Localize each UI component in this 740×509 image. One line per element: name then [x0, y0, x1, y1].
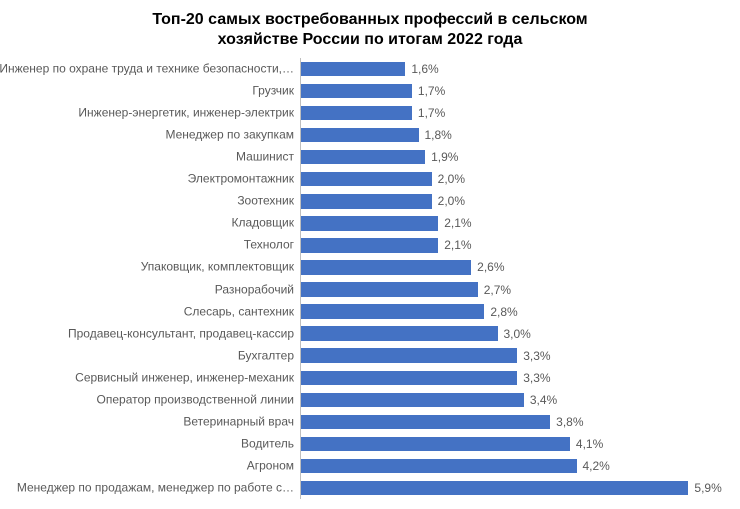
value-label: 3,8%: [550, 415, 583, 429]
bar: 3,3%: [300, 371, 517, 385]
value-label: 3,3%: [517, 371, 550, 385]
value-label: 1,6%: [405, 62, 438, 76]
category-label: Слесарь, сантехник: [184, 305, 300, 318]
category-label: Разнорабочий: [215, 283, 300, 296]
bar: 1,7%: [300, 106, 412, 120]
category-label: Машинист: [236, 151, 300, 164]
value-label: 1,9%: [425, 150, 458, 164]
bar: 4,2%: [300, 459, 577, 473]
category-label: Грузчик: [252, 84, 300, 97]
chart-title-line1: Топ-20 самых востребованных профессий в …: [152, 11, 587, 28]
category-label: Оператор производственной линии: [97, 393, 300, 406]
bar: 5,9%: [300, 481, 688, 495]
value-label: 4,1%: [570, 437, 603, 451]
bar-row: Сервисный инженер, инженер-механик3,3%: [300, 367, 730, 389]
category-label: Менеджер по закупкам: [165, 129, 300, 142]
chart-title-line2: хозяйстве России по итогам 2022 года: [218, 31, 523, 48]
category-label: Инженер-энергетик, инженер-электрик: [78, 107, 300, 120]
bar-row: Менеджер по закупкам1,8%: [300, 124, 730, 146]
value-label: 2,0%: [432, 194, 465, 208]
bar-row: Менеджер по продажам, менеджер по работе…: [300, 477, 730, 499]
category-label: Водитель: [241, 437, 300, 450]
bar-row: Зоотехник2,0%: [300, 190, 730, 212]
value-label: 5,9%: [688, 481, 721, 495]
bar-row: Упаковщик, комплектовщик2,6%: [300, 256, 730, 278]
bar-row: Продавец-консультант, продавец-кассир3,0…: [300, 323, 730, 345]
chart-title: Топ-20 самых востребованных профессий в …: [0, 10, 740, 50]
value-label: 1,7%: [412, 106, 445, 120]
category-label: Менеджер по продажам, менеджер по работе…: [17, 481, 300, 494]
bar: 3,3%: [300, 348, 517, 362]
value-label: 2,8%: [484, 305, 517, 319]
axis-baseline: [300, 58, 301, 499]
value-label: 3,0%: [498, 327, 531, 341]
value-label: 3,4%: [524, 393, 557, 407]
bar: 1,7%: [300, 84, 412, 98]
bar: 1,9%: [300, 150, 425, 164]
bar: 3,8%: [300, 415, 550, 429]
bar-row: Водитель4,1%: [300, 433, 730, 455]
bar-row: Агроном4,2%: [300, 455, 730, 477]
category-label: Зоотехник: [237, 195, 300, 208]
category-label: Упаковщик, комплектовщик: [141, 261, 300, 274]
bar: 1,6%: [300, 62, 405, 76]
bar-row: Инженер по охране труда и технике безопа…: [300, 58, 730, 80]
value-label: 2,0%: [432, 172, 465, 186]
bar: 3,4%: [300, 393, 524, 407]
bar-row: Электромонтажник2,0%: [300, 168, 730, 190]
bar: 2,1%: [300, 238, 438, 252]
value-label: 1,8%: [419, 128, 452, 142]
bar-row: Кладовщик2,1%: [300, 212, 730, 234]
category-label: Агроном: [247, 459, 300, 472]
bar-row: Ветеринарный врач3,8%: [300, 411, 730, 433]
category-label: Продавец-консультант, продавец-кассир: [68, 327, 300, 340]
category-label: Электромонтажник: [188, 173, 300, 186]
category-label: Инженер по охране труда и технике безопа…: [0, 62, 300, 75]
bar-row: Машинист1,9%: [300, 146, 730, 168]
category-label: Ветеринарный врач: [183, 415, 300, 428]
category-label: Сервисный инженер, инженер-механик: [75, 371, 300, 384]
value-label: 2,1%: [438, 238, 471, 252]
bar-row: Оператор производственной линии3,4%: [300, 389, 730, 411]
bar-row: Слесарь, сантехник2,8%: [300, 301, 730, 323]
category-label: Технолог: [244, 239, 300, 252]
bar: 4,1%: [300, 437, 570, 451]
value-label: 4,2%: [577, 459, 610, 473]
bar-row: Бухгалтер3,3%: [300, 345, 730, 367]
plot-area: Инженер по охране труда и технике безопа…: [300, 58, 730, 499]
bar-row: Разнорабочий2,7%: [300, 279, 730, 301]
value-label: 2,6%: [471, 260, 504, 274]
bar: 2,6%: [300, 260, 471, 274]
bar-row: Инженер-энергетик, инженер-электрик1,7%: [300, 102, 730, 124]
value-label: 1,7%: [412, 84, 445, 98]
bar: 2,0%: [300, 172, 432, 186]
bar-row: Грузчик1,7%: [300, 80, 730, 102]
bar: 2,8%: [300, 304, 484, 318]
chart-container: Топ-20 самых востребованных профессий в …: [0, 0, 740, 509]
bar-row: Технолог2,1%: [300, 234, 730, 256]
bar: 2,0%: [300, 194, 432, 208]
bar: 2,7%: [300, 282, 478, 296]
bar: 1,8%: [300, 128, 419, 142]
category-label: Бухгалтер: [238, 349, 300, 362]
value-label: 2,7%: [478, 283, 511, 297]
category-label: Кладовщик: [231, 217, 300, 230]
value-label: 2,1%: [438, 216, 471, 230]
bar: 2,1%: [300, 216, 438, 230]
bar: 3,0%: [300, 326, 498, 340]
value-label: 3,3%: [517, 349, 550, 363]
